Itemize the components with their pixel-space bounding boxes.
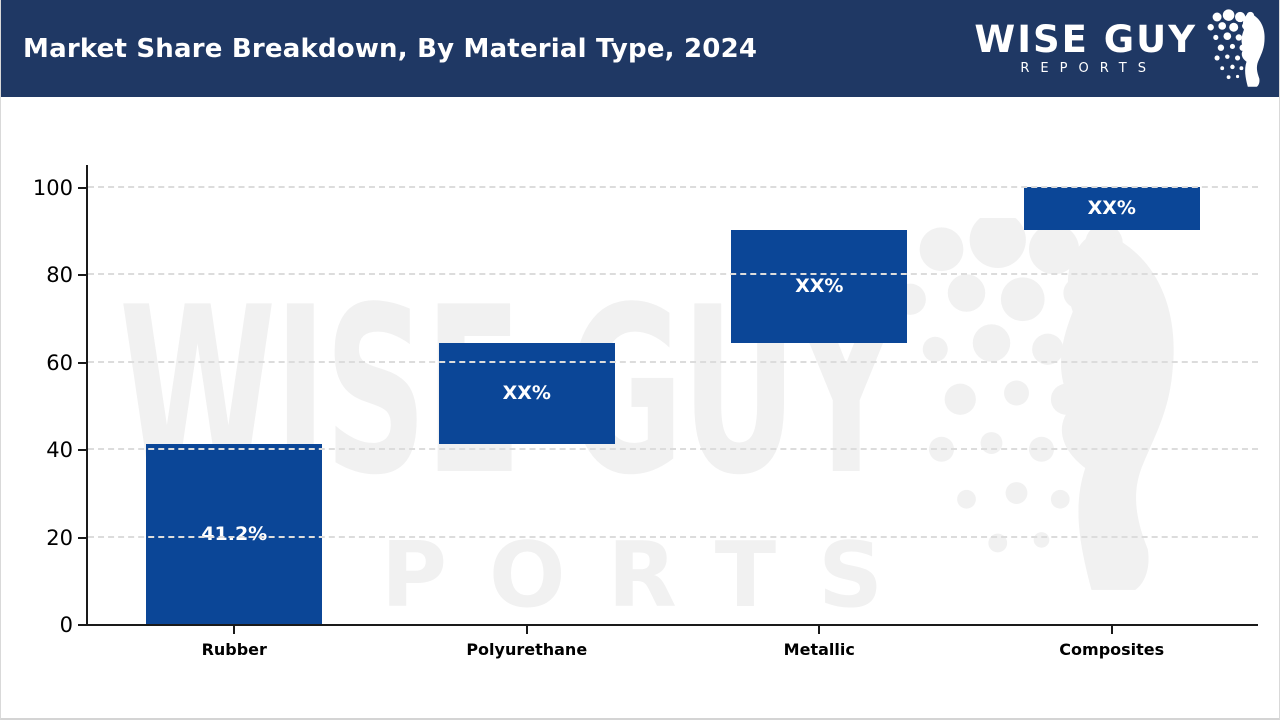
x-tick: [1110, 626, 1113, 634]
bar-value-label: XX%: [502, 382, 551, 405]
bar: [731, 229, 908, 343]
y-tick-label: 80: [46, 263, 73, 288]
y-tick: [78, 536, 86, 539]
x-tick-label: Polyurethane: [466, 640, 588, 659]
x-tick: [525, 626, 528, 634]
wiseguy-face-logo-icon: [1207, 8, 1265, 87]
page-title: Market Share Breakdown, By Material Type…: [23, 33, 758, 64]
y-tick-label: 0: [59, 613, 73, 637]
watermark-text-ports: PORTS: [381, 523, 925, 628]
y-tick-label: 100: [32, 176, 73, 200]
wiseguy-logo-text: WISE GUY REPORTS: [974, 17, 1197, 77]
logo-reports-label: REPORTS: [1020, 60, 1157, 76]
y-tick: [78, 274, 86, 277]
bar: [146, 443, 323, 624]
bar: [1023, 187, 1200, 230]
bar-value-label: 41.2%: [201, 522, 268, 545]
grid-line: [88, 273, 1258, 276]
x-tick-label: Rubber: [201, 640, 267, 659]
y-tick-label: 20: [46, 525, 73, 550]
bar-value-label: XX%: [1087, 197, 1136, 220]
y-tick: [78, 449, 86, 452]
x-tick: [233, 626, 236, 634]
grid-line: [88, 535, 1258, 538]
wiseguy-logo: WISE GUY REPORTS: [974, 8, 1267, 90]
bar: [438, 343, 615, 444]
y-tick: [78, 624, 86, 626]
grid-line: [88, 186, 1258, 188]
grid-line: [88, 360, 1258, 363]
x-tick-label: Metallic: [783, 640, 855, 659]
y-axis-line: [86, 165, 88, 626]
x-tick-label: Composites: [1059, 640, 1165, 659]
grid-line: [88, 448, 1258, 451]
y-tick-label: 40: [46, 438, 73, 463]
y-tick-label: 60: [46, 350, 73, 375]
y-tick: [78, 187, 86, 189]
header-bar: Market Share Breakdown, By Material Type…: [1, 0, 1279, 97]
logo-wise-guy-label: WISE GUY: [974, 17, 1197, 61]
x-tick: [818, 626, 821, 634]
bar-value-label: XX%: [795, 275, 844, 298]
x-axis-line: [86, 624, 1258, 626]
y-tick: [78, 361, 86, 364]
